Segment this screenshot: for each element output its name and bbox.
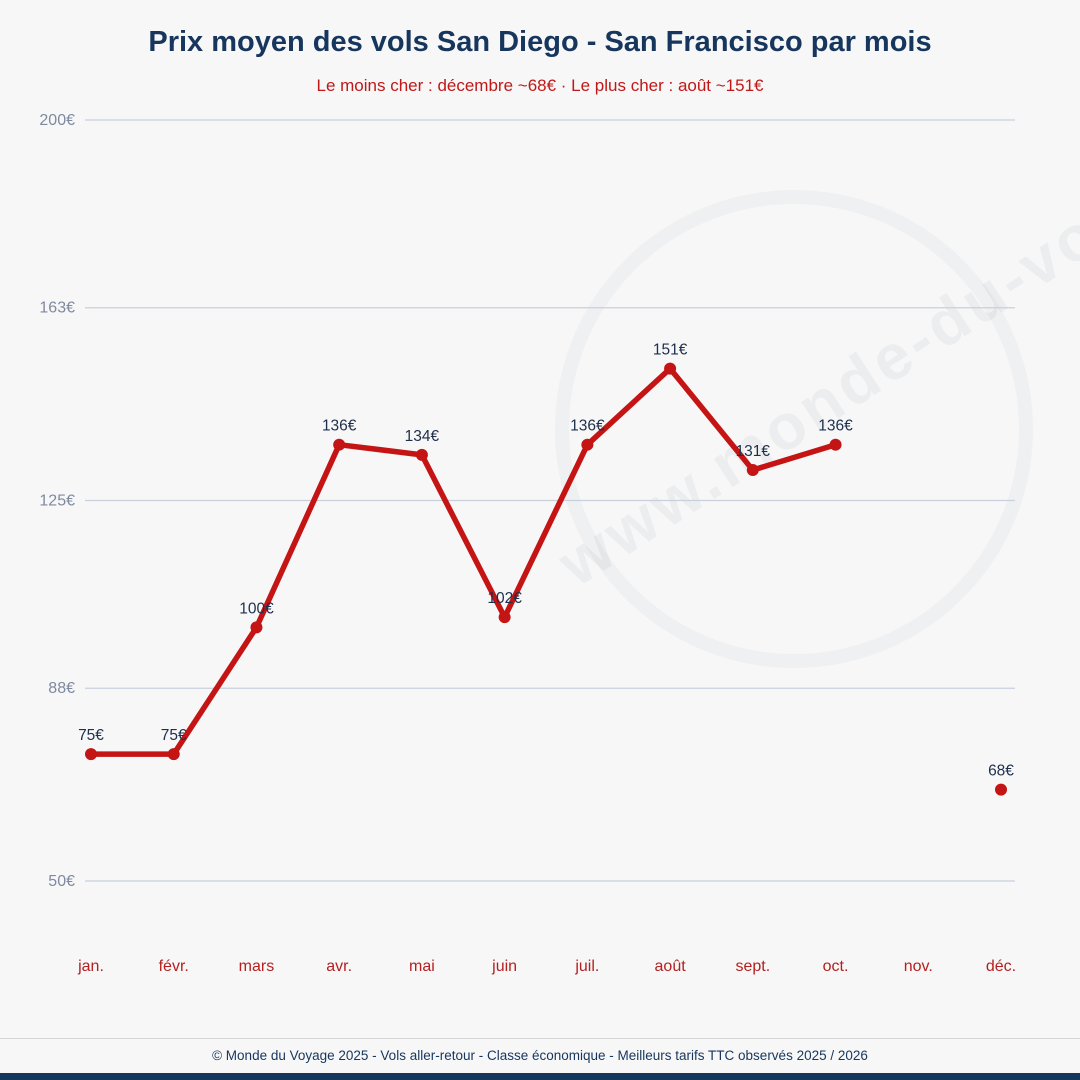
x-axis-month-label: sept. (735, 958, 770, 975)
y-axis-tick-label: 163€ (39, 300, 75, 317)
data-point (415, 448, 428, 461)
footer-text: © Monde du Voyage 2025 - Vols aller-reto… (212, 1048, 868, 1063)
data-point (581, 438, 594, 451)
data-point-value-label: 136€ (818, 418, 853, 435)
x-axis-month-label: oct. (823, 958, 849, 975)
x-axis-month-label: juin (491, 958, 517, 975)
data-point-value-label: 75€ (78, 727, 104, 744)
data-point (829, 438, 842, 451)
data-point-value-label: 134€ (405, 428, 440, 445)
data-point-value-label: 68€ (988, 763, 1014, 780)
x-axis-month-label: nov. (904, 958, 933, 975)
data-point (498, 611, 511, 624)
data-point-value-label: 102€ (487, 590, 522, 607)
chart-subtitle: Le moins cher : décembre ~68€ · Le plus … (316, 76, 764, 95)
x-axis-month-label: déc. (986, 958, 1016, 975)
x-axis-month-label: avr. (326, 958, 352, 975)
x-axis-month-label: août (655, 958, 687, 975)
data-point-value-label: 75€ (161, 727, 187, 744)
data-point (664, 362, 677, 375)
data-point-value-label: 100€ (239, 600, 274, 617)
data-point-value-label: 136€ (570, 418, 605, 435)
data-point-value-label: 151€ (653, 342, 688, 359)
data-point-value-label: 131€ (736, 443, 771, 460)
footer-divider (0, 1038, 1080, 1039)
data-point (250, 621, 263, 634)
bottom-accent-bar (0, 1073, 1080, 1080)
x-axis-month-label: févr. (159, 958, 189, 975)
data-point (167, 748, 180, 761)
data-point-value-label: 136€ (322, 418, 357, 435)
data-point (746, 464, 759, 477)
x-axis-month-label: mars (239, 958, 275, 975)
x-axis-month-label: juil. (574, 958, 599, 975)
y-axis-tick-label: 200€ (39, 112, 75, 129)
x-axis-month-label: mai (409, 958, 435, 975)
x-axis-month-label: jan. (77, 958, 104, 975)
y-axis-tick-label: 88€ (48, 680, 75, 697)
data-point (85, 748, 97, 761)
y-axis-tick-label: 125€ (39, 493, 75, 510)
y-axis-tick-label: 50€ (48, 873, 75, 890)
chart-title: Prix moyen des vols San Diego - San Fran… (148, 26, 932, 58)
price-line-series (88, 365, 839, 757)
data-point (995, 783, 1007, 796)
data-point (333, 438, 346, 451)
